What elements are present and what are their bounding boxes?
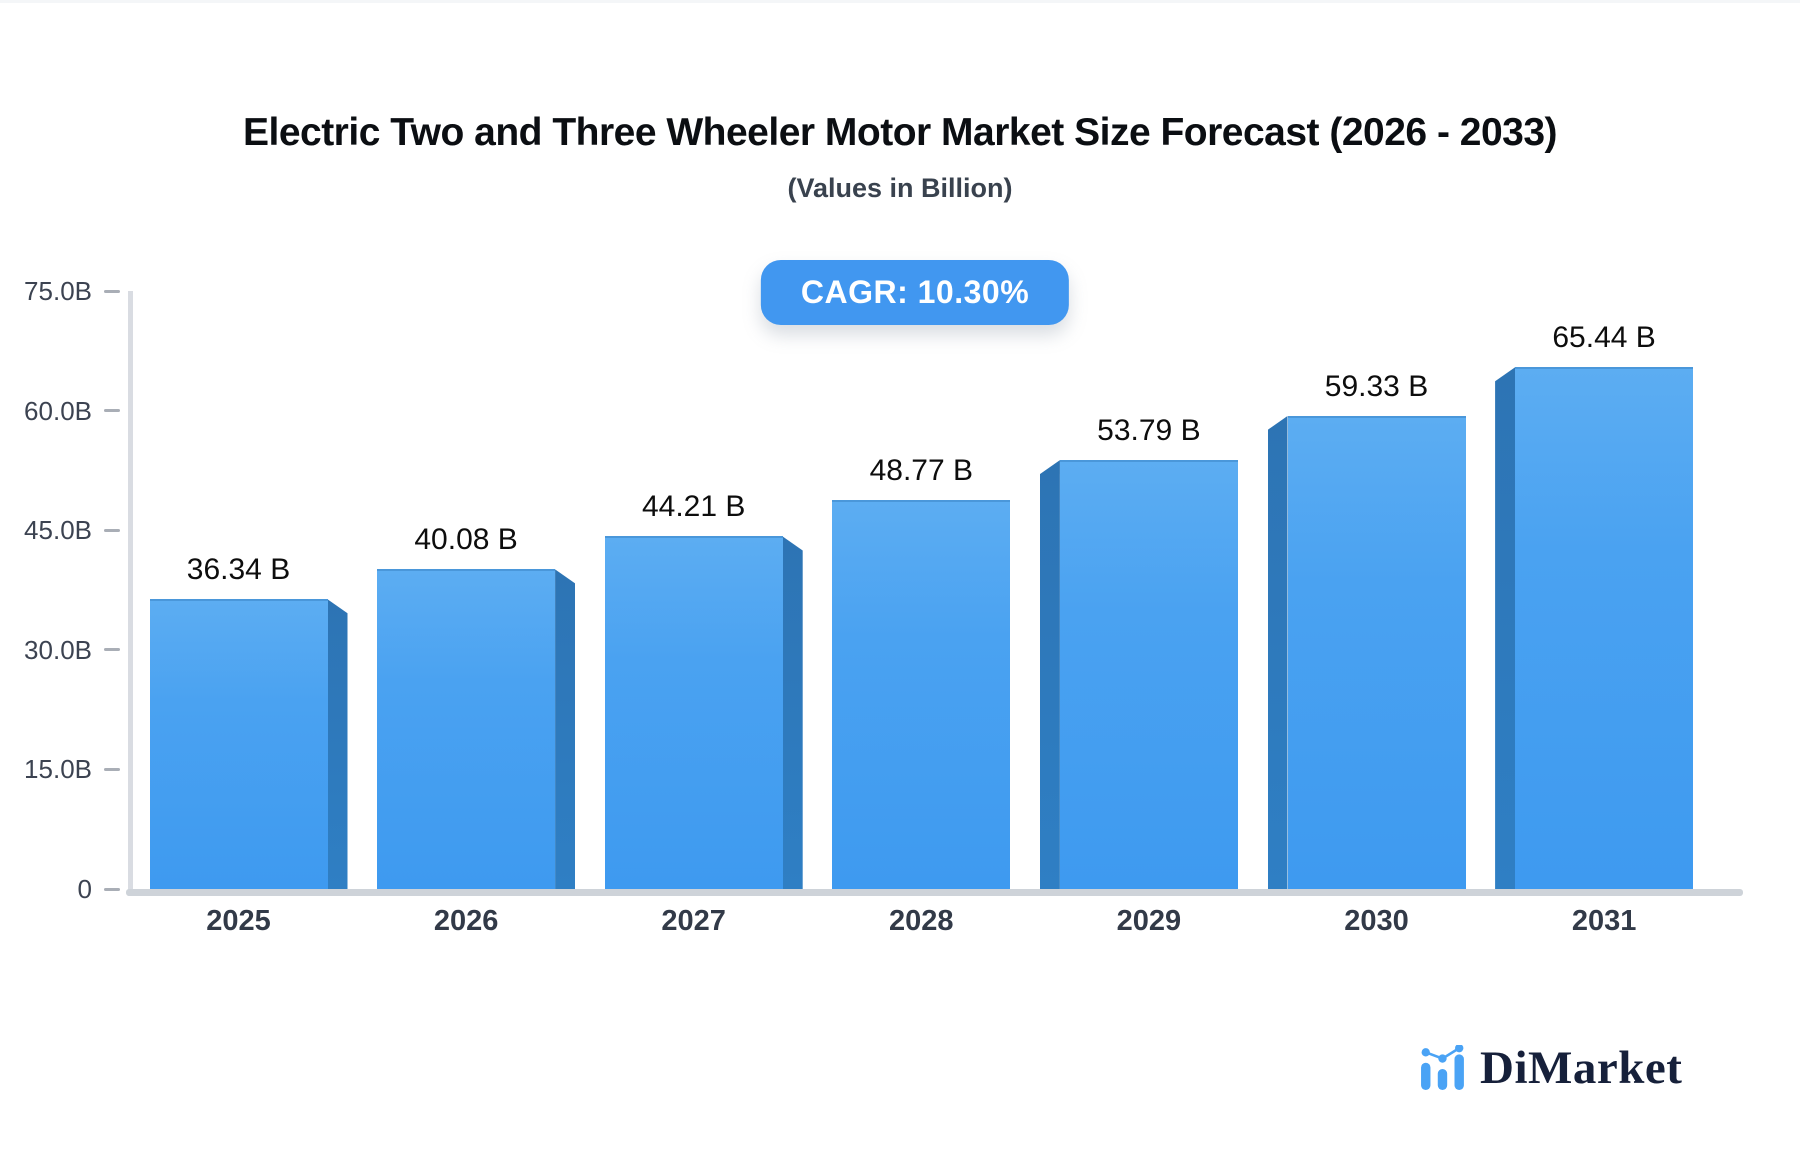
y-tick-mark: [104, 767, 120, 771]
bar-value-label: 53.79 B: [1097, 414, 1201, 448]
y-tick-label: 75.0B: [24, 276, 92, 306]
bar-2025: [149, 599, 328, 889]
bar-line-chart-icon: [1421, 1045, 1464, 1090]
bar-value-label: 44.21 B: [641, 490, 746, 524]
bar-value-label: 65.44 B: [1552, 321, 1656, 355]
x-tick-label: 2025: [206, 905, 271, 937]
bar-side-2027: [782, 536, 803, 889]
y-tick-mark: [104, 528, 120, 532]
y-tick-mark: [104, 887, 120, 891]
bar-side-2029: [1039, 460, 1060, 889]
bar-2028: [832, 500, 1011, 889]
bar-side-2026: [555, 569, 576, 889]
cagr-badge: CAGR: 10.30%: [760, 260, 1070, 325]
bar-value-label: 48.77 B: [869, 454, 973, 488]
x-tick-label: 2030: [1344, 905, 1409, 937]
bar-2030: [1287, 415, 1466, 889]
chart-subtitle: (Values in Billion): [787, 173, 1013, 203]
bar-side-2030: [1267, 415, 1288, 889]
x-tick-label: 2028: [889, 905, 954, 937]
bar-side-2025: [327, 599, 348, 889]
y-tick-label: 45.0B: [24, 515, 92, 546]
y-tick-mark: [104, 409, 120, 413]
x-axis-line: [126, 889, 1743, 896]
dimarket-logo: DiMarket: [1420, 1041, 1682, 1095]
y-tick-mark: [104, 289, 120, 293]
y-tick-mark: [104, 648, 120, 652]
logo-text: DiMarket: [1480, 1042, 1683, 1094]
bar-2026: [377, 569, 556, 889]
chart-title: Electric Two and Three Wheeler Motor Mar…: [242, 111, 1558, 154]
bar-2031: [1515, 367, 1694, 889]
bar-value-label: 59.33 B: [1324, 369, 1429, 403]
bar-value-label: 40.08 B: [414, 523, 518, 557]
bar-2029: [1059, 460, 1238, 889]
y-tick-label: 60.0B: [24, 395, 92, 426]
x-tick-label: 2029: [1116, 905, 1182, 937]
bar-side-2031: [1495, 367, 1516, 889]
y-tick-label: 0: [77, 874, 92, 904]
bar-2027: [604, 536, 783, 889]
x-tick-label: 2027: [661, 905, 726, 937]
x-tick-label: 2026: [433, 905, 499, 937]
bar-value-label: 36.34 B: [186, 553, 291, 587]
y-axis-line: [128, 291, 133, 891]
y-tick-label: 30.0B: [24, 634, 92, 665]
y-tick-label: 15.0B: [24, 754, 92, 785]
x-tick-label: 2031: [1571, 905, 1637, 937]
